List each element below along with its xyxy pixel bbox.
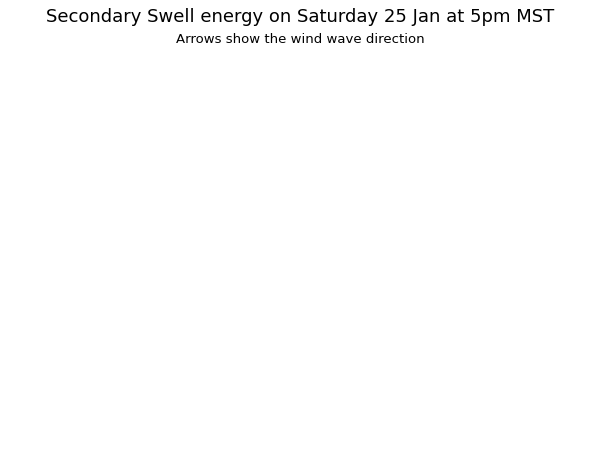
- Text: Arrows show the wind wave direction: Arrows show the wind wave direction: [176, 32, 425, 45]
- Text: Cartopy required for map rendering: Cartopy required for map rendering: [152, 248, 449, 265]
- Text: Secondary Swell energy on Saturday 25 Jan at 5pm MST: Secondary Swell energy on Saturday 25 Ja…: [46, 8, 555, 26]
